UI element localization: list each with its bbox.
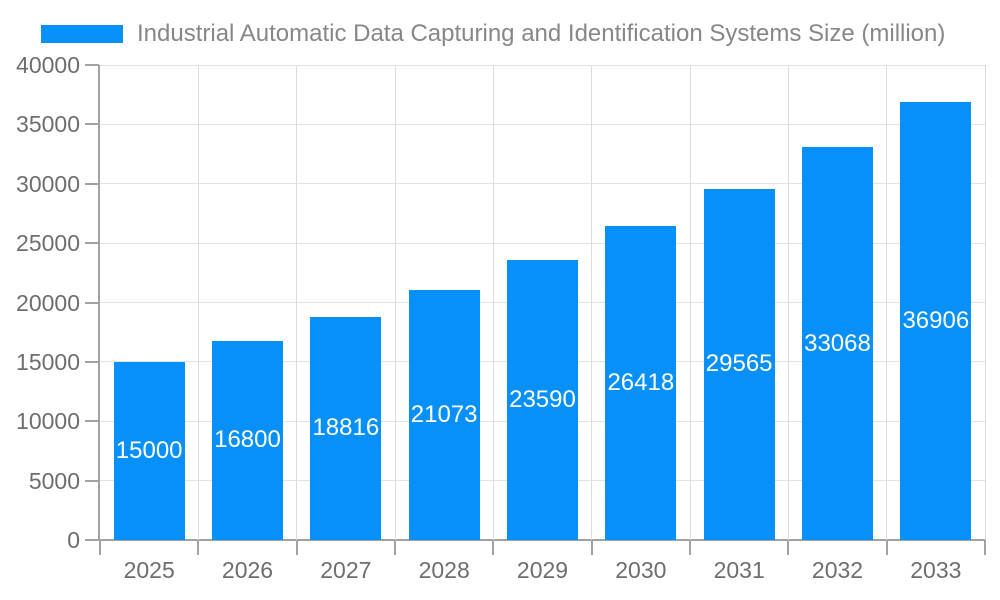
legend-swatch [41, 25, 123, 43]
y-axis-tick-label: 20000 [16, 289, 80, 316]
x-axis-tick-label: 2028 [418, 557, 470, 583]
legend-item[interactable]: Industrial Automatic Data Capturing and … [41, 18, 945, 50]
y-axis-tick-label: 35000 [16, 111, 80, 138]
y-axis-tick-label: 40000 [16, 52, 80, 78]
y-axis-tick-label: 15000 [16, 348, 80, 375]
x-axis-tick-label: 2032 [811, 557, 864, 583]
gridline-v [197, 65, 199, 540]
y-axis-tick [85, 479, 99, 482]
y-axis-tick [85, 539, 99, 541]
gridline-h [100, 242, 985, 244]
gridline-v [296, 65, 298, 540]
gridline-v [689, 65, 691, 540]
y-axis-tick [85, 123, 99, 126]
bar[interactable]: 16800 [212, 340, 283, 540]
gridline-v [394, 65, 396, 540]
bar[interactable]: 15000 [113, 361, 185, 540]
x-axis-tick [197, 540, 200, 555]
bar-value-label: 15000 [115, 436, 183, 464]
bar[interactable]: 21073 [408, 289, 480, 540]
bar[interactable]: 18816 [310, 316, 382, 540]
bar[interactable]: 23590 [507, 259, 578, 540]
gridline-v [492, 65, 494, 540]
x-axis-tick [492, 540, 495, 555]
y-axis-tick [85, 301, 99, 304]
x-axis-tick [99, 540, 101, 555]
y-axis-tick [85, 242, 99, 245]
x-axis-line [85, 539, 985, 541]
bar[interactable]: 29565 [703, 188, 775, 540]
bar-value-label: 33068 [804, 329, 871, 357]
plot-area: 15000 16800 18816 21073 23590 26418 29565 33068… [100, 64, 986, 540]
bar-value-label: 23590 [509, 385, 576, 413]
y-axis-tick [85, 182, 99, 185]
x-axis-tick-label: 2027 [320, 557, 372, 583]
y-axis-tick-label: 5000 [28, 467, 80, 494]
bar-value-label: 36906 [902, 306, 970, 334]
y-axis-line [98, 65, 100, 541]
x-axis-tick [590, 540, 593, 555]
y-axis-tick-label: 10000 [16, 408, 80, 435]
gridline-v [591, 65, 593, 540]
x-axis-tick [984, 540, 986, 555]
gridline-h [100, 123, 985, 125]
bar-value-label: 29565 [705, 350, 773, 378]
gridline-v [886, 65, 888, 540]
x-axis-tick-label: 2026 [221, 557, 274, 583]
x-axis-tick [295, 540, 298, 555]
y-axis-tick-label: 25000 [16, 230, 80, 257]
gridline-h [100, 64, 985, 66]
bar-value-label: 21073 [410, 400, 478, 428]
gridline-v [787, 65, 789, 540]
gridline-h [100, 183, 985, 185]
x-axis-tick-label: 2030 [615, 557, 667, 583]
legend-label: Industrial Automatic Data Capturing and … [137, 20, 946, 47]
x-axis-tick [885, 540, 888, 555]
y-axis-tick [85, 360, 99, 363]
bar-value-label: 16800 [214, 426, 281, 454]
bar-value-label: 26418 [607, 369, 675, 397]
x-axis-tick-label: 2033 [910, 557, 962, 583]
bar[interactable]: 26418 [605, 226, 677, 540]
x-axis-tick [394, 540, 396, 555]
y-axis-tick [85, 420, 99, 423]
gridline-v [984, 65, 986, 540]
x-axis-tick [787, 540, 790, 555]
x-axis-tick-label: 2031 [713, 557, 765, 583]
y-axis-tick-label: 30000 [16, 170, 80, 197]
x-axis-tick [689, 540, 691, 555]
bar[interactable]: 36906 [900, 101, 972, 540]
bar-value-label: 18816 [312, 414, 380, 442]
y-axis-tick-label: 0 [67, 527, 80, 553]
x-axis-tick-label: 2025 [123, 557, 175, 583]
x-axis-tick-label: 2029 [516, 557, 569, 583]
y-axis-tick [85, 64, 99, 66]
bar[interactable]: 33068 [802, 147, 873, 540]
